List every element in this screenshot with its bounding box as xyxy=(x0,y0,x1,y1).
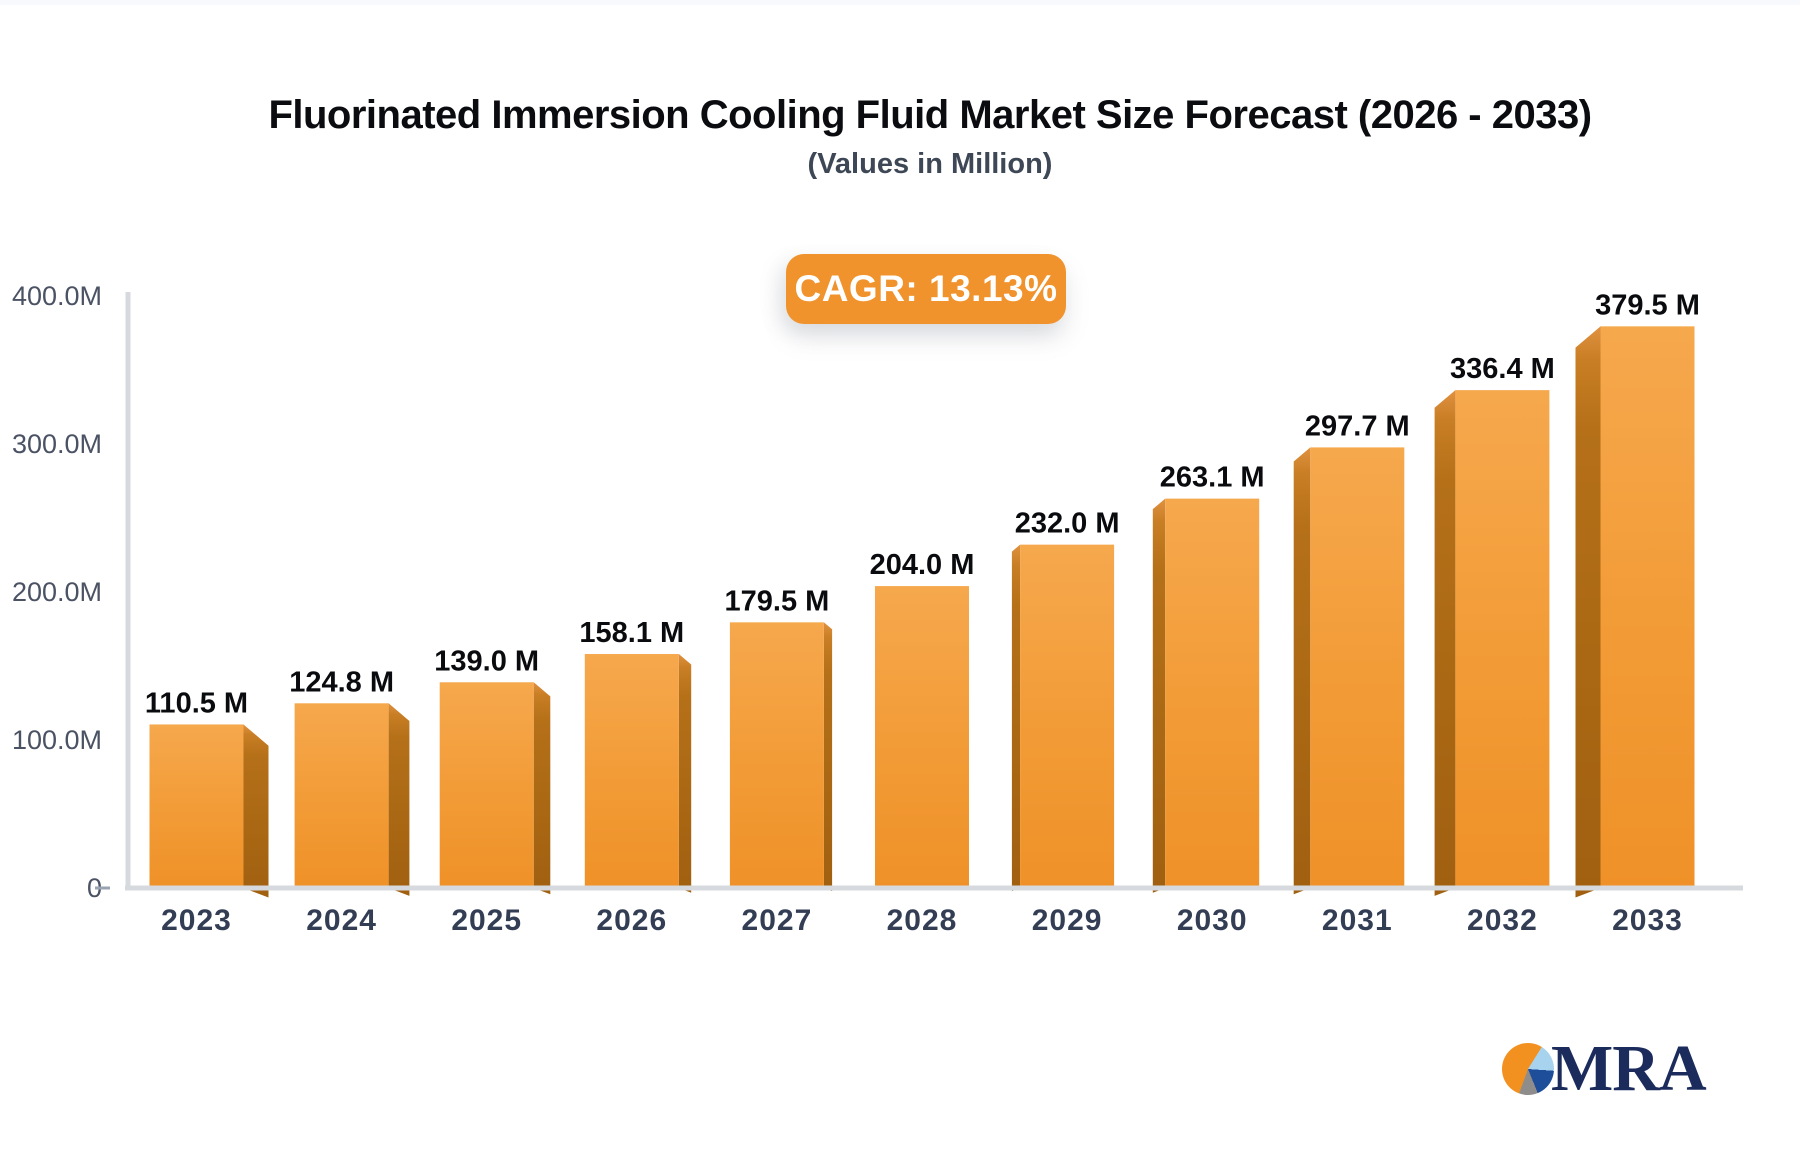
bar-2033: 379.5 M 2033 xyxy=(1575,289,1700,937)
y-axis-label: 100.0M xyxy=(12,725,102,755)
x-axis-label: 2027 xyxy=(742,904,813,937)
bar-value-label: 263.1 M xyxy=(1160,462,1265,494)
bars-group: 110.5 M 2023 124.8 M 2024 139.0 M 2025 158.1 M… xyxy=(145,289,1700,937)
bar-front-face xyxy=(439,682,534,888)
bar-2026: 158.1 M 2026 xyxy=(579,617,692,937)
bar-side-face xyxy=(823,622,833,892)
y-axis-label: 400.0M xyxy=(12,281,102,311)
bar-value-label: 139.0 M xyxy=(434,645,539,677)
x-axis-label: 2023 xyxy=(161,904,232,937)
brand-logo: MRA xyxy=(1502,1032,1707,1105)
bar-value-label: 158.1 M xyxy=(579,617,684,649)
bar-side-face xyxy=(243,724,269,898)
bar-value-label: 110.5 M xyxy=(145,687,248,719)
bar-front-face xyxy=(1455,390,1550,888)
x-axis-label: 2030 xyxy=(1177,904,1248,937)
bar-front-face xyxy=(875,586,969,888)
bar-side-face xyxy=(1011,544,1021,892)
bar-front-face xyxy=(1600,326,1695,889)
bar-value-label: 297.7 M xyxy=(1305,410,1410,442)
bar-2025: 139.0 M 2025 xyxy=(434,645,551,937)
x-axis-label: 2033 xyxy=(1612,904,1683,937)
cagr-badge: CAGR: 13.13% xyxy=(786,254,1066,324)
y-axis-label: 300.0M xyxy=(12,429,102,459)
chart-header: Fluorinated Immersion Cooling Fluid Mark… xyxy=(40,92,1800,181)
top-strip xyxy=(0,0,1800,5)
y-axis-label: 200.0M xyxy=(12,577,102,607)
bar-2028: 204.0 M 2028 xyxy=(870,549,975,937)
x-axis-label: 2028 xyxy=(887,904,958,937)
bar-value-label: 379.5 M xyxy=(1595,289,1700,321)
bar-front-face xyxy=(584,654,679,888)
x-axis-label: 2031 xyxy=(1322,904,1393,937)
x-axis-label: 2024 xyxy=(306,904,377,937)
bar-2023: 110.5 M 2023 xyxy=(145,687,269,937)
x-axis-label: 2025 xyxy=(451,904,522,937)
bar-side-face xyxy=(678,654,692,893)
bar-value-label: 232.0 M xyxy=(1015,508,1120,540)
bar-2030: 263.1 M 2030 xyxy=(1152,462,1265,937)
bar-value-label: 179.5 M xyxy=(725,585,830,617)
bar-front-face xyxy=(1310,447,1405,888)
bar-side-face xyxy=(1293,447,1311,895)
y-axis-label: 0 xyxy=(87,873,102,903)
bar-side-face xyxy=(533,682,551,895)
bar-side-face xyxy=(1575,326,1601,898)
bar-front-face xyxy=(1165,498,1260,888)
bar-2029: 232.0 M 2029 xyxy=(1011,508,1120,937)
bar-side-face xyxy=(1152,498,1166,893)
bar-2031: 297.7 M 2031 xyxy=(1293,410,1410,937)
pie-chart-logo-icon xyxy=(1502,1043,1554,1095)
bar-value-label: 124.8 M xyxy=(289,666,394,698)
bar-side-face xyxy=(388,703,410,896)
chart-subtitle: (Values in Million) xyxy=(807,148,1053,180)
x-axis-label: 2032 xyxy=(1467,904,1538,937)
bar-value-label: 204.0 M xyxy=(870,549,975,581)
chart-title: Fluorinated Immersion Cooling Fluid Mark… xyxy=(268,93,1592,137)
bar-side-face xyxy=(1434,390,1456,896)
bar-2032: 336.4 M 2032 xyxy=(1434,353,1555,937)
x-axis-label: 2029 xyxy=(1032,904,1103,937)
bar-2027: 179.5 M 2027 xyxy=(725,585,833,937)
bar-front-face xyxy=(149,724,244,888)
bar-front-face xyxy=(1020,544,1115,888)
brand-logo-text: MRA xyxy=(1551,1032,1707,1105)
x-axis-label: 2026 xyxy=(596,904,667,937)
bar-front-face xyxy=(294,703,389,888)
cagr-badge-label: CAGR: 13.13% xyxy=(794,268,1058,309)
bar-front-face xyxy=(729,622,824,888)
bar-2024: 124.8 M 2024 xyxy=(289,666,410,937)
bar-value-label: 336.4 M xyxy=(1450,353,1555,385)
